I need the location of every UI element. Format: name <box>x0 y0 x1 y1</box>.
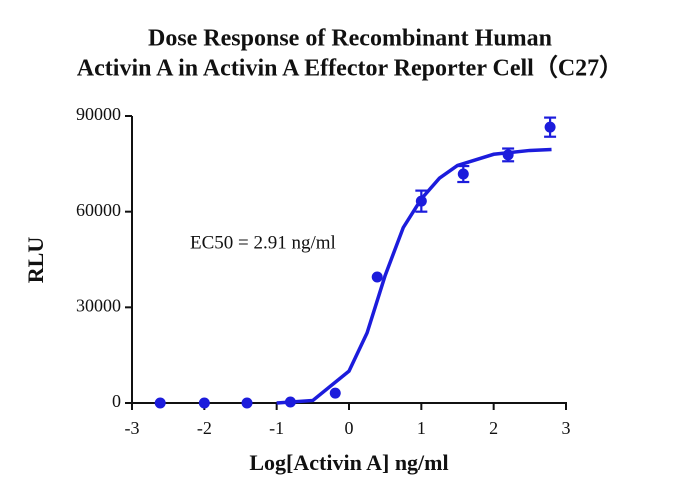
y-tick-label: 0 <box>112 391 121 411</box>
data-point <box>154 397 166 409</box>
data-point <box>457 168 469 180</box>
y-tick-label: 30000 <box>76 295 121 315</box>
fit-curve <box>276 147 552 405</box>
x-tick-label: 1 <box>417 418 426 438</box>
x-tick-label: 3 <box>562 418 571 438</box>
annotation: EC50 = 2.91 ng/ml <box>190 232 336 253</box>
data-point <box>371 271 383 283</box>
x-tick-label: -2 <box>197 418 212 438</box>
chart-title: Dose Response of Recombinant Human <box>148 26 552 52</box>
data-point <box>198 397 210 409</box>
y-axis-title: RLU <box>23 237 48 284</box>
chart-title: Activin A in Activin A Effector Reporter… <box>77 55 623 82</box>
data-point <box>241 397 253 409</box>
x-tick-label: -1 <box>269 418 284 438</box>
x-axis-title: Log[Activin A] ng/ml <box>249 450 448 475</box>
x-tick-label: -3 <box>125 418 140 438</box>
y-tick-label: 60000 <box>76 200 121 220</box>
x-tick-label: 2 <box>489 418 498 438</box>
data-point <box>329 387 341 399</box>
y-tick-label: 90000 <box>76 104 121 124</box>
x-tick-label: 0 <box>345 418 354 438</box>
data-point <box>544 121 556 133</box>
